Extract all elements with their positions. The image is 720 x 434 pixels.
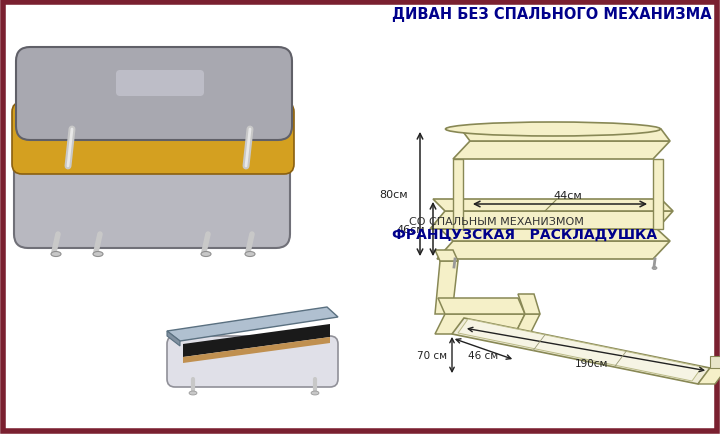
Polygon shape xyxy=(710,356,720,368)
Text: 46см: 46см xyxy=(397,224,426,234)
Ellipse shape xyxy=(652,267,657,270)
Polygon shape xyxy=(183,337,330,363)
Text: 80см: 80см xyxy=(379,190,408,200)
Polygon shape xyxy=(438,298,525,314)
Polygon shape xyxy=(435,314,525,334)
FancyBboxPatch shape xyxy=(167,336,338,387)
Ellipse shape xyxy=(446,123,660,137)
FancyBboxPatch shape xyxy=(14,126,290,248)
Text: ДИВАН БЕЗ СПАЛЬНОГО МЕХАНИЗМА: ДИВАН БЕЗ СПАЛЬНОГО МЕХАНИЗМА xyxy=(392,7,712,22)
Polygon shape xyxy=(453,160,463,230)
Ellipse shape xyxy=(311,391,319,395)
Text: 70 см: 70 см xyxy=(417,350,447,360)
Ellipse shape xyxy=(189,391,197,395)
Ellipse shape xyxy=(452,267,457,270)
FancyBboxPatch shape xyxy=(16,48,292,141)
Polygon shape xyxy=(452,318,710,384)
Text: ФРАНЦУЗСКАЯ   РАСКЛАДУШКА: ФРАНЦУЗСКАЯ РАСКЛАДУШКА xyxy=(392,227,657,241)
Text: 46 см: 46 см xyxy=(468,350,498,360)
Text: СО СПАЛЬНЫМ МЕХАНИЗМОМ: СО СПАЛЬНЫМ МЕХАНИЗМОМ xyxy=(408,217,583,227)
Polygon shape xyxy=(440,230,670,241)
Ellipse shape xyxy=(201,252,211,257)
Polygon shape xyxy=(518,294,540,314)
Polygon shape xyxy=(458,319,702,381)
Polygon shape xyxy=(461,130,670,141)
Polygon shape xyxy=(653,160,663,230)
Ellipse shape xyxy=(245,252,255,257)
Ellipse shape xyxy=(93,252,103,257)
FancyBboxPatch shape xyxy=(116,71,204,97)
Polygon shape xyxy=(430,211,673,230)
Polygon shape xyxy=(167,307,338,341)
Polygon shape xyxy=(433,200,673,211)
Polygon shape xyxy=(183,324,330,357)
Polygon shape xyxy=(698,368,720,384)
Polygon shape xyxy=(167,331,180,346)
Polygon shape xyxy=(515,314,540,334)
Text: 190см: 190см xyxy=(575,358,608,368)
Polygon shape xyxy=(435,250,458,261)
Text: 44см: 44см xyxy=(554,191,582,201)
Ellipse shape xyxy=(51,252,61,257)
FancyBboxPatch shape xyxy=(12,103,294,174)
Polygon shape xyxy=(435,261,458,314)
Polygon shape xyxy=(437,241,670,260)
Polygon shape xyxy=(453,141,670,160)
